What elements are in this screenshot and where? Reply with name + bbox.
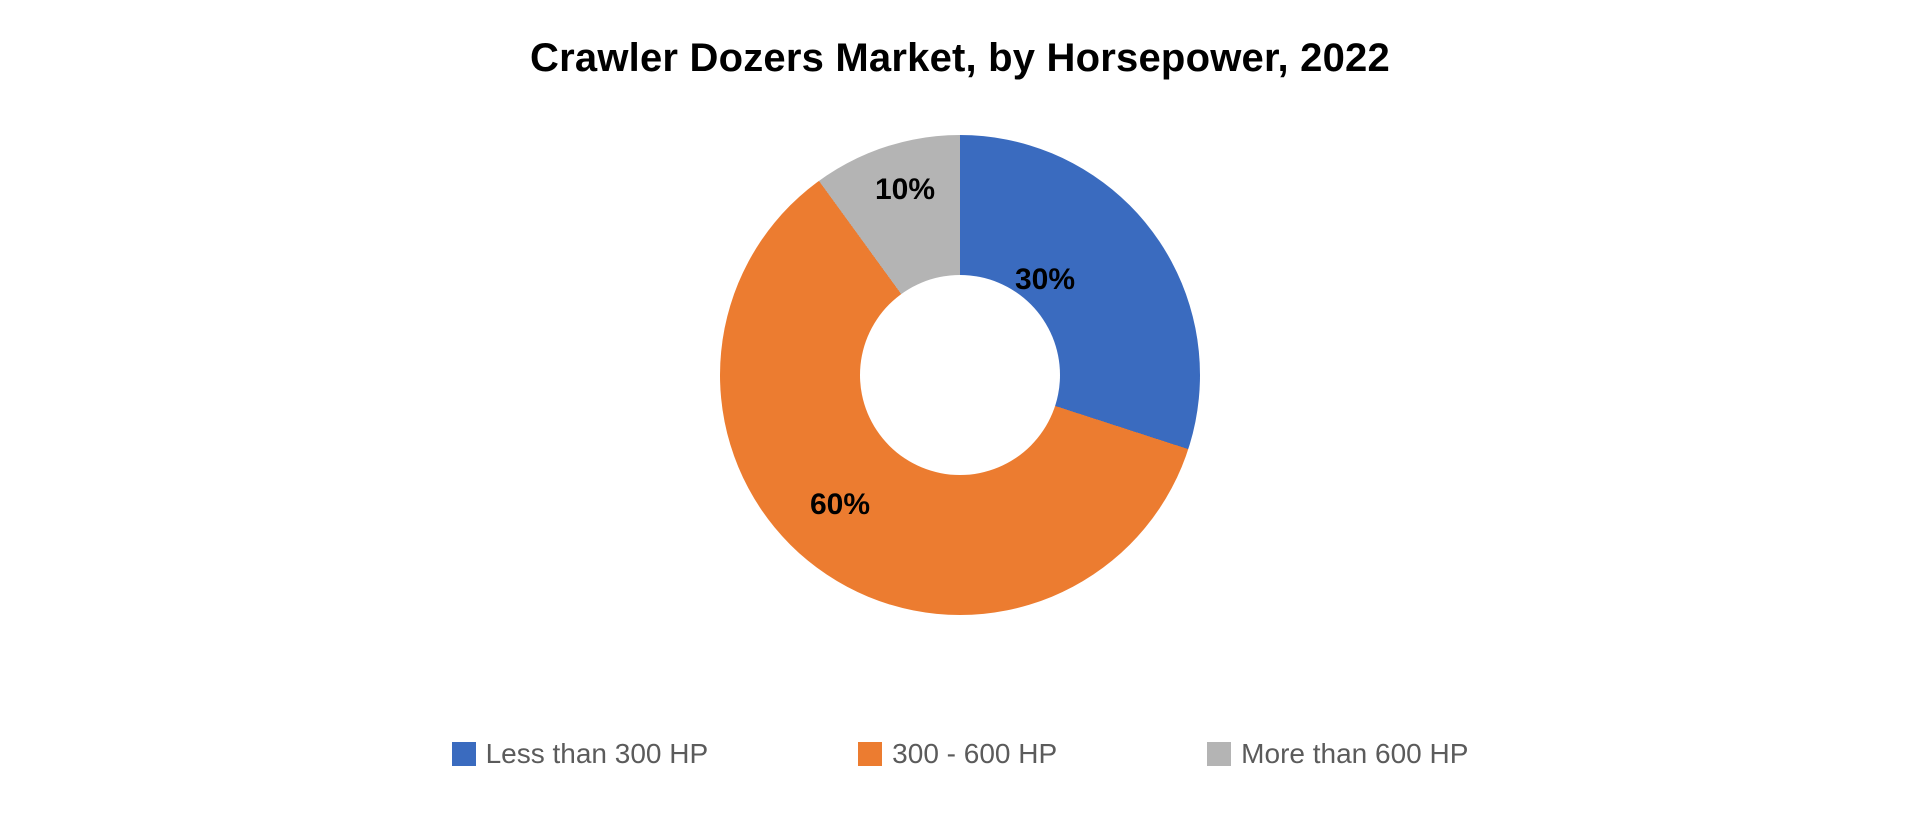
donut-hole	[860, 275, 1060, 475]
chart-title: Crawler Dozers Market, by Horsepower, 20…	[0, 36, 1920, 81]
legend-item: More than 600 HP	[1207, 738, 1468, 770]
legend-swatch	[858, 742, 882, 766]
legend-label: More than 600 HP	[1241, 738, 1468, 770]
legend-item: Less than 300 HP	[452, 738, 709, 770]
slice-label: 60%	[810, 488, 870, 522]
chart-legend: Less than 300 HP 300 - 600 HP More than 60…	[0, 738, 1920, 770]
slice-label: 30%	[1015, 263, 1075, 297]
legend-item: 300 - 600 HP	[858, 738, 1057, 770]
legend-swatch	[452, 742, 476, 766]
legend-label: 300 - 600 HP	[892, 738, 1057, 770]
legend-swatch	[1207, 742, 1231, 766]
legend-label: Less than 300 HP	[486, 738, 709, 770]
donut-chart: 30% 60% 10%	[720, 135, 1200, 615]
slice-label: 10%	[875, 173, 935, 207]
chart-container: Crawler Dozers Market, by Horsepower, 20…	[0, 0, 1920, 818]
